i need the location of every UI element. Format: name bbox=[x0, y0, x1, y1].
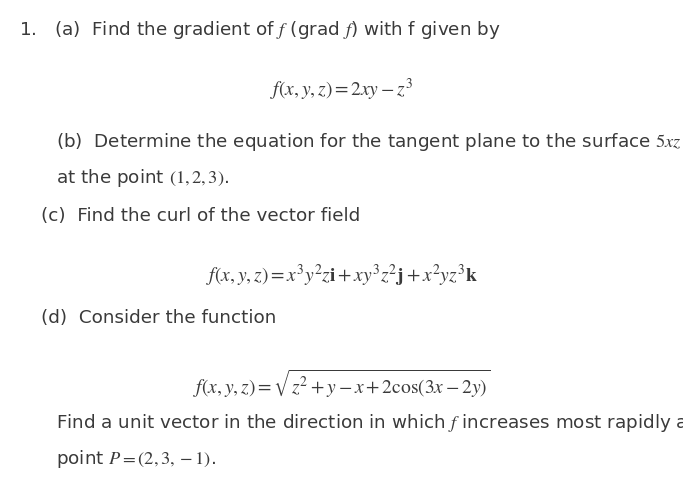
Text: at the point $(1, 2, 3)$.: at the point $(1, 2, 3)$. bbox=[56, 167, 229, 189]
Text: point $P = (2, 3, -1)$.: point $P = (2, 3, -1)$. bbox=[56, 448, 216, 470]
Text: $f(x, y, z) = \sqrt{z^2 + y - x + 2\cos(3x - 2y)}$: $f(x, y, z) = \sqrt{z^2 + y - x + 2\cos(… bbox=[193, 367, 490, 400]
Text: 1.   (a)  Find the gradient of $f$ (grad $f$) with f given by: 1. (a) Find the gradient of $f$ (grad $f… bbox=[19, 19, 501, 42]
Text: (d)  Consider the function: (d) Consider the function bbox=[41, 309, 277, 327]
Text: $f(x, y, z) = 2xy - z^3$: $f(x, y, z) = 2xy - z^3$ bbox=[270, 77, 413, 103]
Text: Find a unit vector in the direction in which $f$ increases most rapidly at the: Find a unit vector in the direction in w… bbox=[56, 412, 683, 434]
Text: (b)  Determine the equation for the tangent plane to the surface $5xz+y^2=4$: (b) Determine the equation for the tange… bbox=[56, 130, 683, 155]
Text: $f(x, y, z) = x^3y^2z\mathbf{i} + xy^3z^2\mathbf{j} + x^2yz^3\mathbf{k}$: $f(x, y, z) = x^3y^2z\mathbf{i} + xy^3z^… bbox=[206, 263, 477, 289]
Text: (c)  Find the curl of the vector field: (c) Find the curl of the vector field bbox=[41, 207, 360, 225]
